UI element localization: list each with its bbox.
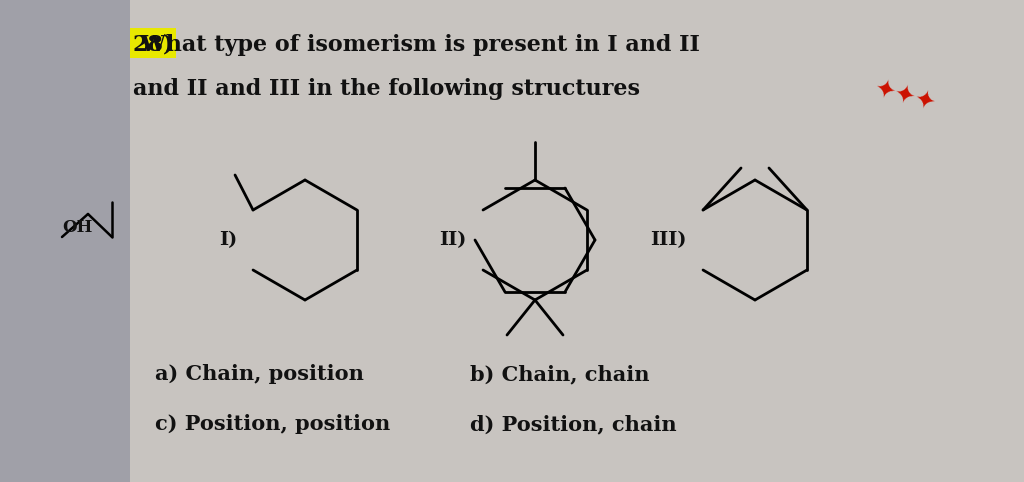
Text: and II and III in the following structures: and II and III in the following structur… bbox=[133, 78, 640, 100]
Text: III): III) bbox=[650, 231, 687, 249]
Text: OH: OH bbox=[62, 218, 92, 236]
Bar bbox=[0, 0, 130, 482]
FancyBboxPatch shape bbox=[130, 28, 176, 58]
Text: What type of isomerism is present in I and II: What type of isomerism is present in I a… bbox=[133, 34, 699, 56]
Text: II): II) bbox=[439, 231, 467, 249]
Text: c) Position, position: c) Position, position bbox=[155, 414, 390, 434]
Text: ✦✦✦: ✦✦✦ bbox=[872, 77, 939, 117]
Text: a) Chain, position: a) Chain, position bbox=[155, 364, 364, 384]
Text: 28): 28) bbox=[133, 34, 174, 56]
Text: b) Chain, chain: b) Chain, chain bbox=[470, 364, 649, 384]
Text: I): I) bbox=[219, 231, 237, 249]
Text: d) Position, chain: d) Position, chain bbox=[470, 414, 677, 434]
